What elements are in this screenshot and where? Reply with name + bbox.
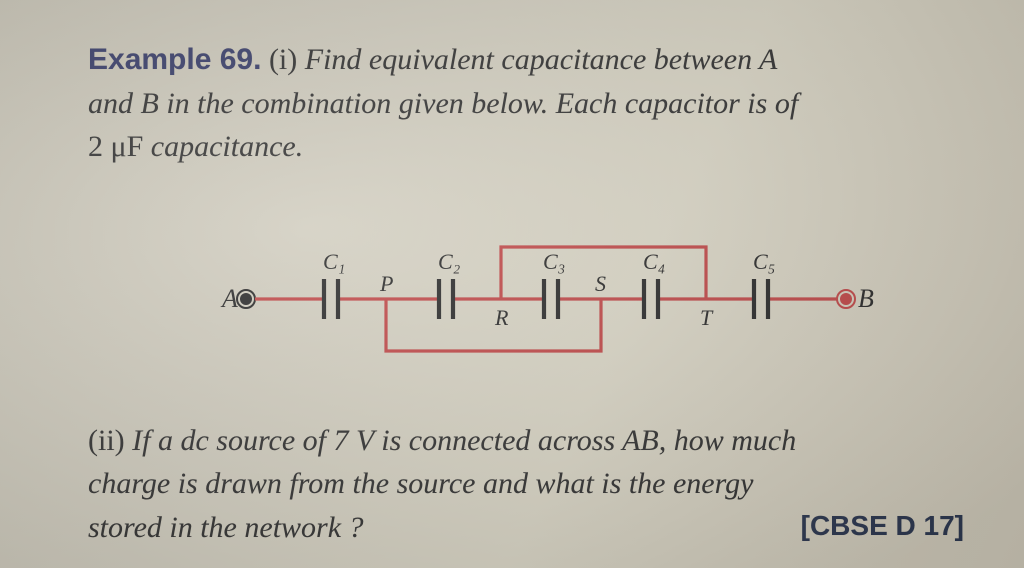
terminal-a: [240, 293, 252, 305]
part-i-marker: (i): [269, 43, 297, 76]
example-number: Example 69.: [88, 43, 261, 76]
node-T: T: [700, 305, 714, 330]
part-i-line3: capacitance.: [143, 130, 303, 163]
node-P: P: [379, 271, 393, 296]
part-ii-line1: If a dc source of 7 V is connected acros…: [132, 424, 796, 457]
page-content: Example 69. (i) Find equivalent capacita…: [88, 8, 1004, 568]
C5-label: C₅: [753, 249, 775, 274]
terminal-b-label: B: [858, 284, 874, 313]
problem-part-ii: (ii) If a dc source of 7 V is connected …: [88, 419, 1004, 550]
C4-label: C₄: [643, 249, 665, 274]
source-tag: [CBSE D 17]: [801, 506, 964, 547]
C3-label: C₃: [543, 249, 565, 274]
node-R: R: [494, 305, 509, 330]
problem-part-i: Example 69. (i) Find equivalent capacita…: [88, 38, 1004, 169]
part-i-line2: and B in the combination given below. Ea…: [88, 87, 798, 120]
cap-value: 2 μF: [88, 130, 143, 163]
C2-label: C₂: [438, 249, 461, 274]
part-ii-marker: (ii): [88, 424, 125, 457]
circuit-svg: A B C₁ C₂ C₃ C₄ C₅ P R S T: [206, 199, 886, 389]
terminal-b: [840, 293, 852, 305]
part-ii-line3: stored in the network ?: [88, 511, 364, 544]
part-ii-line2: charge is drawn from the source and what…: [88, 467, 753, 500]
jumper-bottom: [386, 299, 601, 351]
circuit-diagram: A B C₁ C₂ C₃ C₄ C₅ P R S T: [88, 199, 1004, 389]
C1-label: C₁: [323, 249, 345, 274]
terminal-a-label: A: [220, 284, 238, 313]
part-i-line1: Find equivalent capacitance between A: [305, 43, 778, 76]
node-S: S: [595, 271, 606, 296]
